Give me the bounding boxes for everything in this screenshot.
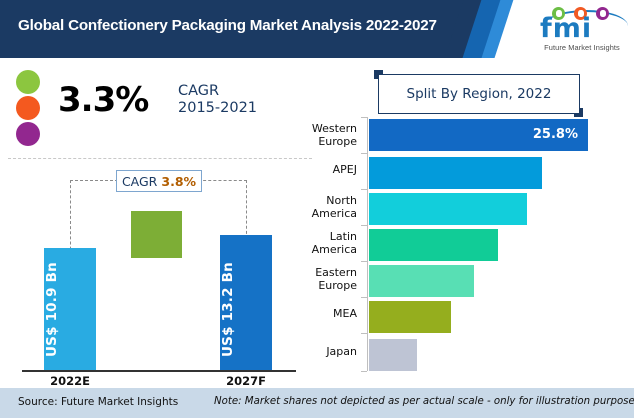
logo-wordmark: fmi bbox=[540, 13, 593, 44]
region-label-western-europe: Western Europe bbox=[311, 122, 357, 148]
region-label-eastern-europe: Eastern Europe bbox=[315, 266, 357, 292]
cagr-highlight-block: 3.3% CAGR 2015-2021 bbox=[0, 58, 320, 158]
region-label-latin-america: Latin America bbox=[311, 230, 357, 256]
region-bar-north-america bbox=[369, 193, 527, 225]
column-bar-2027f: US$ 13.2 Bn bbox=[220, 235, 272, 370]
bracket-top-right-line bbox=[198, 180, 247, 181]
logo-subtitle: Future Market Insights bbox=[544, 43, 620, 52]
region-label-apej: APEJ bbox=[332, 163, 357, 176]
split-by-region-chart: Split By Region, 2022 Western Europe 25.… bbox=[300, 58, 634, 380]
region-chart-axis bbox=[367, 117, 368, 371]
region-label-mea: MEA bbox=[333, 307, 357, 320]
market-size-column-chart: CAGR 3.8% US$ 10.9 Bn US$ 13.2 Bn 2022E … bbox=[0, 160, 320, 388]
cagr-label-line1: CAGR bbox=[178, 83, 220, 99]
accent-dots bbox=[16, 70, 42, 146]
column-bar-2022e: US$ 10.9 Bn bbox=[44, 248, 96, 370]
region-value-western-europe: 25.8% bbox=[532, 127, 578, 142]
section-divider bbox=[8, 158, 312, 159]
accent-dot-orange-icon bbox=[16, 96, 40, 120]
decorative-green-square bbox=[131, 211, 182, 258]
column-label-2022e: 2022E bbox=[50, 374, 90, 388]
cagr-label-line2: 2015-2021 bbox=[178, 100, 258, 116]
bracket-top-left-line bbox=[70, 180, 118, 181]
logo-dot-purple-icon bbox=[596, 7, 609, 20]
cagr-label: CAGR 2015-2021 bbox=[178, 83, 288, 117]
region-label-japan: Japan bbox=[326, 345, 357, 358]
column-value-2027f: US$ 13.2 Bn bbox=[220, 262, 236, 358]
region-bar-mea bbox=[369, 301, 451, 333]
region-bar-japan bbox=[369, 339, 417, 371]
region-chart-title-box: Split By Region, 2022 bbox=[378, 74, 580, 114]
logo-dot-green-icon bbox=[552, 7, 565, 20]
cagr-value: 3.3% bbox=[58, 80, 149, 120]
region-bar-apej bbox=[369, 157, 542, 189]
footer-note: Note: Market shares not depicted as per … bbox=[214, 396, 634, 407]
region-bar-eastern-europe bbox=[369, 265, 474, 297]
region-bar-western-europe: 25.8% bbox=[369, 119, 588, 151]
page-title: Global Confectionery Packaging Market An… bbox=[18, 17, 437, 34]
fmi-logo: fmi Future Market Insights bbox=[520, 6, 628, 56]
column-label-2027f: 2027F bbox=[226, 374, 266, 388]
column-value-2022e: US$ 10.9 Bn bbox=[44, 262, 60, 358]
footer-source: Source: Future Market Insights bbox=[18, 396, 179, 408]
region-label-north-america: North America bbox=[311, 194, 357, 220]
region-chart-title: Split By Region, 2022 bbox=[406, 86, 552, 102]
logo-dots-icon bbox=[547, 6, 627, 22]
accent-dot-purple-icon bbox=[16, 122, 40, 146]
page-header: Global Confectionery Packaging Market An… bbox=[0, 0, 634, 58]
accent-dot-green-icon bbox=[16, 70, 40, 94]
page-footer: Source: Future Market Insights Note: Mar… bbox=[0, 388, 634, 418]
logo-dot-orange-icon bbox=[574, 7, 587, 20]
column-chart-baseline bbox=[22, 370, 296, 372]
cagr-callout-value: 3.8% bbox=[161, 173, 197, 189]
bracket-left-line bbox=[70, 180, 71, 265]
cagr-growth-callout: CAGR 3.8% bbox=[116, 170, 202, 192]
region-bar-latin-america bbox=[369, 229, 498, 261]
bracket-right-line bbox=[246, 180, 247, 244]
cagr-callout-prefix: CAGR bbox=[121, 173, 158, 189]
